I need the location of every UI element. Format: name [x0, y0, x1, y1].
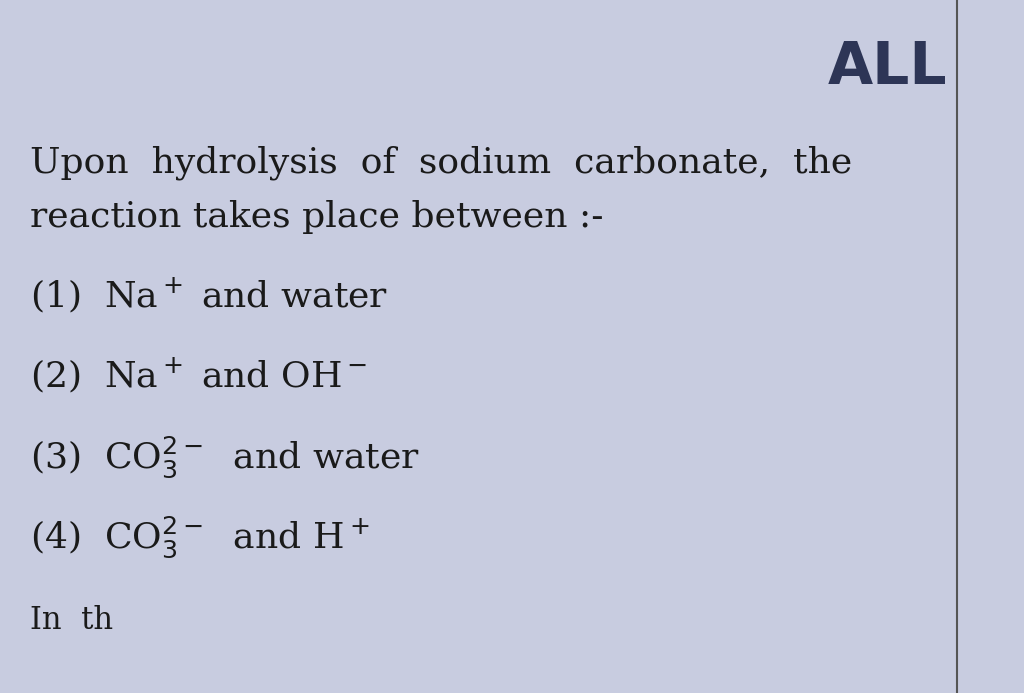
Text: reaction takes place between :-: reaction takes place between :-: [30, 200, 603, 234]
Text: (3)  CO$_3^{2-}$  and water: (3) CO$_3^{2-}$ and water: [30, 435, 420, 480]
Text: (1)  Na$^+$ and water: (1) Na$^+$ and water: [30, 275, 388, 315]
Text: (4)  CO$_3^{2-}$  and H$^+$: (4) CO$_3^{2-}$ and H$^+$: [30, 515, 370, 561]
Text: In  th: In th: [30, 605, 113, 636]
Text: (2)  Na$^+$ and OH$^-$: (2) Na$^+$ and OH$^-$: [30, 355, 368, 395]
Text: Upon  hydrolysis  of  sodium  carbonate,  the: Upon hydrolysis of sodium carbonate, the: [30, 145, 852, 179]
Text: ALL: ALL: [827, 40, 947, 96]
